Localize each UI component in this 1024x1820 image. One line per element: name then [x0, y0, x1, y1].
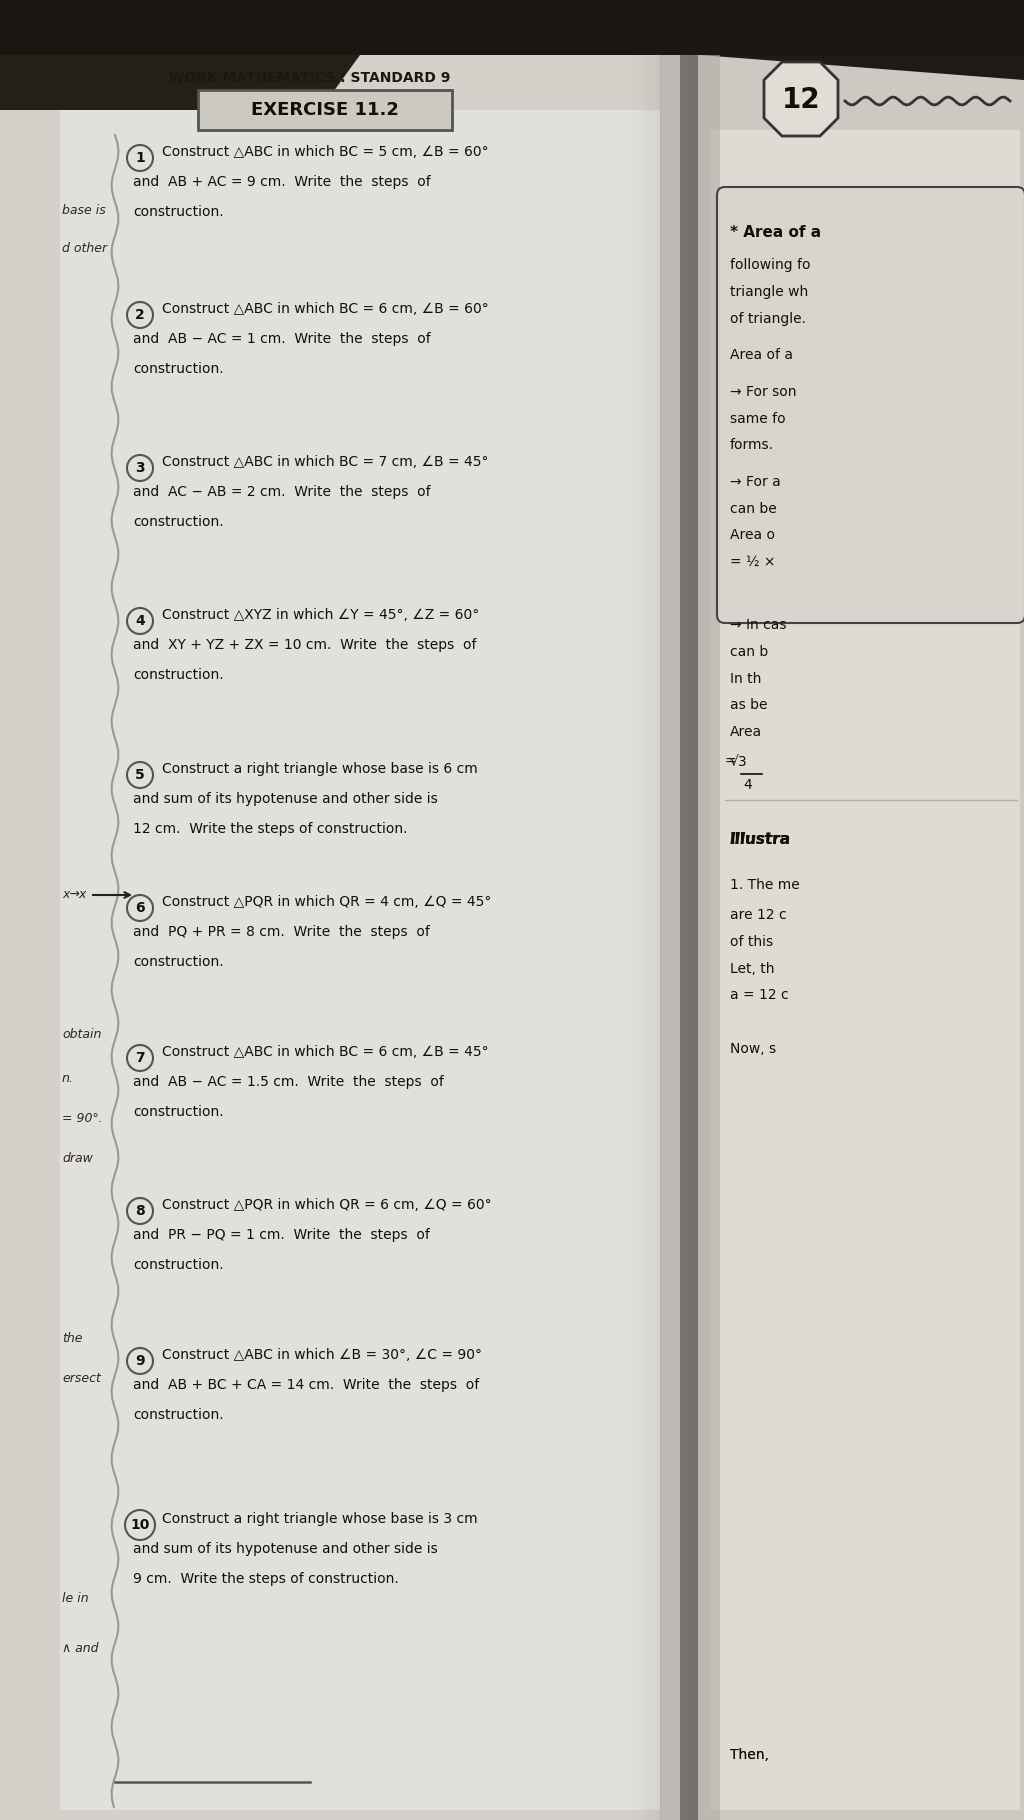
Text: following fo: following fo: [730, 258, 811, 271]
Text: WORK MATHEMATICS : STANDARD 9: WORK MATHEMATICS : STANDARD 9: [169, 71, 451, 86]
Text: n.: n.: [62, 1072, 74, 1085]
Text: 6: 6: [135, 901, 144, 915]
Text: d other: d other: [62, 242, 108, 255]
Text: ∧ and: ∧ and: [62, 1642, 98, 1654]
Text: and sum of its hypotenuse and other side is: and sum of its hypotenuse and other side…: [133, 1542, 437, 1556]
Text: and  XY + YZ + ZX = 10 cm.  Write  the  steps  of: and XY + YZ + ZX = 10 cm. Write the step…: [133, 639, 476, 652]
Text: Construct a right triangle whose base is 6 cm: Construct a right triangle whose base is…: [162, 763, 478, 775]
Text: the: the: [62, 1332, 83, 1345]
Text: 4: 4: [135, 613, 144, 628]
Text: and  PR − PQ = 1 cm.  Write  the  steps  of: and PR − PQ = 1 cm. Write the steps of: [133, 1228, 430, 1241]
Text: and  AC − AB = 2 cm.  Write  the  steps  of: and AC − AB = 2 cm. Write the steps of: [133, 484, 431, 499]
Polygon shape: [0, 0, 400, 109]
Text: 3: 3: [135, 460, 144, 475]
Text: Area: Area: [730, 724, 762, 739]
Text: construction.: construction.: [133, 206, 223, 218]
Text: In th: In th: [730, 672, 762, 686]
Text: = ½ ×: = ½ ×: [730, 555, 775, 570]
Text: of triangle.: of triangle.: [730, 311, 806, 326]
Text: Now, s: Now, s: [730, 1043, 776, 1056]
Text: construction.: construction.: [133, 362, 223, 377]
Text: Construct a right triangle whose base is 3 cm: Construct a right triangle whose base is…: [162, 1512, 477, 1525]
Text: 12: 12: [781, 86, 820, 115]
Text: and sum of its hypotenuse and other side is: and sum of its hypotenuse and other side…: [133, 792, 437, 806]
Text: 7: 7: [135, 1050, 144, 1065]
Text: base is: base is: [62, 204, 105, 217]
Text: construction.: construction.: [133, 1258, 223, 1272]
Text: Construct △XYZ in which ∠Y = 45°, ∠Z = 60°: Construct △XYZ in which ∠Y = 45°, ∠Z = 6…: [162, 608, 479, 622]
Text: can be: can be: [730, 502, 777, 517]
Text: 5: 5: [135, 768, 144, 783]
Text: construction.: construction.: [133, 515, 223, 530]
Text: 9: 9: [135, 1354, 144, 1369]
Text: and  AB − AC = 1 cm.  Write  the  steps  of: and AB − AC = 1 cm. Write the steps of: [133, 331, 431, 346]
Text: and  AB − AC = 1.5 cm.  Write  the  steps  of: and AB − AC = 1.5 cm. Write the steps of: [133, 1076, 443, 1088]
Text: 9 cm.  Write the steps of construction.: 9 cm. Write the steps of construction.: [133, 1572, 398, 1585]
Text: same fo: same fo: [730, 411, 785, 426]
Text: * Area of a: * Area of a: [730, 226, 821, 240]
Text: Then,: Then,: [730, 1747, 769, 1762]
Text: Construct △ABC in which BC = 6 cm, ∠B = 60°: Construct △ABC in which BC = 6 cm, ∠B = …: [162, 302, 488, 317]
Text: Construct △PQR in which QR = 6 cm, ∠Q = 60°: Construct △PQR in which QR = 6 cm, ∠Q = …: [162, 1198, 492, 1212]
Text: Construct △ABC in which BC = 5 cm, ∠B = 60°: Construct △ABC in which BC = 5 cm, ∠B = …: [162, 146, 488, 158]
Text: Construct △ABC in which ∠B = 30°, ∠C = 90°: Construct △ABC in which ∠B = 30°, ∠C = 9…: [162, 1349, 482, 1361]
Text: ersect: ersect: [62, 1372, 101, 1385]
Text: 12 cm.  Write the steps of construction.: 12 cm. Write the steps of construction.: [133, 823, 408, 835]
Text: obtain: obtain: [62, 1028, 101, 1041]
Text: 2: 2: [135, 308, 144, 322]
Text: and  AB + AC = 9 cm.  Write  the  steps  of: and AB + AC = 9 cm. Write the steps of: [133, 175, 431, 189]
Text: x→: x→: [62, 888, 80, 901]
Text: le in: le in: [62, 1591, 89, 1605]
Text: 8: 8: [135, 1205, 144, 1218]
Text: 1. The me: 1. The me: [730, 877, 800, 892]
Text: can b: can b: [730, 644, 768, 659]
Text: and  PQ + PR = 8 cm.  Write  the  steps  of: and PQ + PR = 8 cm. Write the steps of: [133, 925, 430, 939]
Text: Area o: Area o: [730, 528, 775, 542]
Text: construction.: construction.: [133, 1409, 223, 1421]
Text: = 90°.: = 90°.: [62, 1112, 102, 1125]
FancyBboxPatch shape: [60, 109, 660, 1811]
FancyBboxPatch shape: [198, 89, 452, 129]
Text: a = 12 c: a = 12 c: [730, 988, 788, 1003]
Text: Illustra: Illustra: [730, 832, 791, 846]
Text: =: =: [724, 755, 735, 770]
Text: Let, th: Let, th: [730, 963, 774, 976]
Text: and  AB + BC + CA = 14 cm.  Write  the  steps  of: and AB + BC + CA = 14 cm. Write the step…: [133, 1378, 479, 1392]
Text: construction.: construction.: [133, 956, 223, 968]
Polygon shape: [0, 0, 1024, 55]
Text: are 12 c: are 12 c: [730, 908, 786, 923]
Text: → For a: → For a: [730, 475, 780, 490]
Polygon shape: [0, 55, 680, 1820]
Text: construction.: construction.: [133, 1105, 223, 1119]
Text: construction.: construction.: [133, 668, 223, 682]
Text: Construct △ABC in which BC = 7 cm, ∠B = 45°: Construct △ABC in which BC = 7 cm, ∠B = …: [162, 455, 488, 470]
Text: forms.: forms.: [730, 439, 774, 451]
Polygon shape: [764, 62, 838, 136]
Polygon shape: [698, 55, 1024, 1820]
FancyBboxPatch shape: [717, 187, 1024, 622]
Text: 4: 4: [743, 777, 753, 792]
Text: as be: as be: [730, 699, 768, 712]
Text: Then,: Then,: [730, 1747, 769, 1762]
Text: Area of a: Area of a: [730, 348, 793, 362]
Text: 10: 10: [130, 1518, 150, 1532]
Text: EXERCISE 11.2: EXERCISE 11.2: [251, 100, 399, 118]
Text: 1: 1: [135, 151, 144, 166]
Text: √3: √3: [730, 755, 748, 770]
Text: Construct △PQR in which QR = 4 cm, ∠Q = 45°: Construct △PQR in which QR = 4 cm, ∠Q = …: [162, 895, 492, 908]
Text: of this: of this: [730, 935, 773, 948]
Polygon shape: [660, 55, 720, 1820]
Text: → In cas: → In cas: [730, 619, 786, 632]
FancyBboxPatch shape: [710, 129, 1020, 1811]
Text: → For son: → For son: [730, 386, 797, 399]
Text: Construct △ABC in which BC = 6 cm, ∠B = 45°: Construct △ABC in which BC = 6 cm, ∠B = …: [162, 1045, 488, 1059]
Text: Illustra: Illustra: [730, 832, 792, 846]
Polygon shape: [700, 0, 1024, 80]
Text: x: x: [79, 888, 86, 901]
Text: draw: draw: [62, 1152, 93, 1165]
Text: triangle wh: triangle wh: [730, 286, 808, 298]
